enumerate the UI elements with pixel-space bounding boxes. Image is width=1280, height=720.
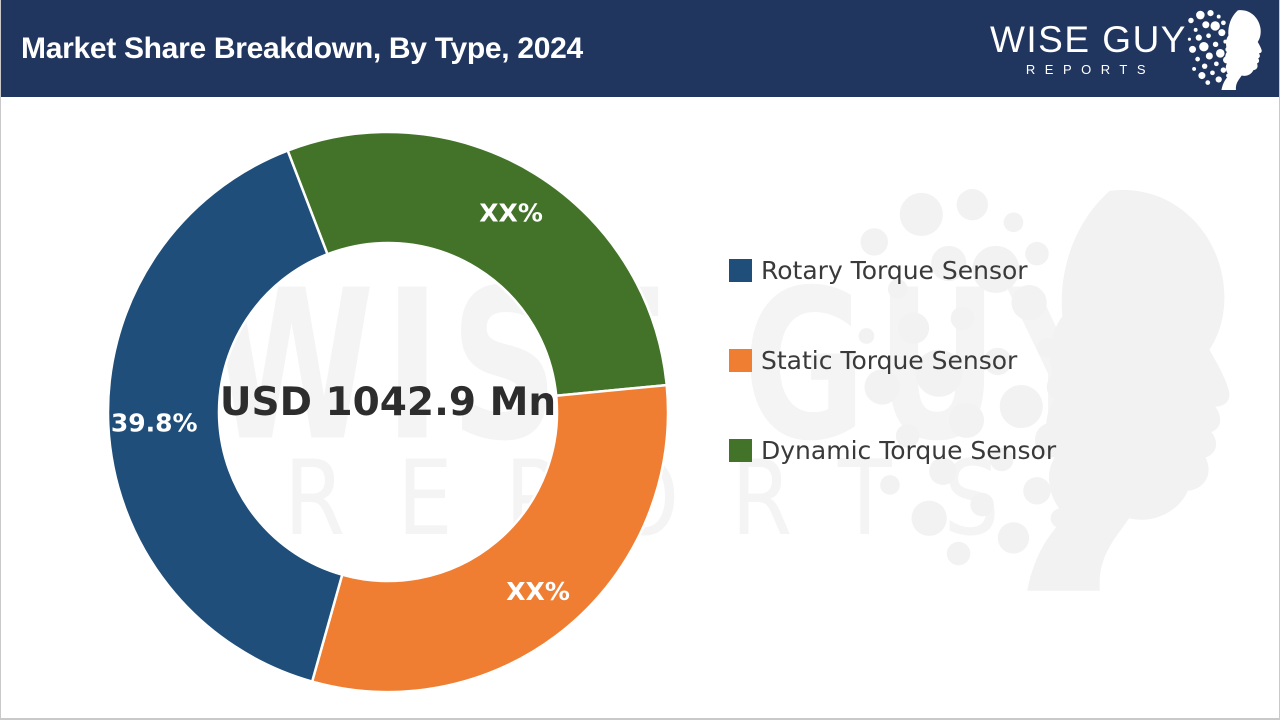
chart-canvas: WISE GUY REPORTS XX% XX% 39.8% USD 1042.9 … [1, 97, 1280, 720]
donut-segment-static-torque-sensor [310, 383, 670, 694]
header-bar: Market Share Breakdown, By Type, 2024 WI… [1, 0, 1279, 97]
legend-item-static: Static Torque Sensor [729, 345, 1056, 375]
legend-item-rotary: Rotary Torque Sensor [729, 255, 1056, 285]
legend-swatch-rotary [729, 258, 752, 282]
legend-label-rotary: Rotary Torque Sensor [761, 255, 1028, 285]
chart-legend: Rotary Torque Sensor Static Torque Senso… [729, 255, 1057, 465]
legend-label-static: Static Torque Sensor [761, 345, 1018, 375]
page-title: Market Share Breakdown, By Type, 2024 [21, 31, 583, 65]
logo-face-icon [1187, 9, 1262, 90]
brand-logo: WISE GUY REPORTS [990, 8, 1279, 90]
logo-subtext: REPORTS [1025, 62, 1156, 77]
legend-label-dynamic: Dynamic Torque Sensor [761, 435, 1057, 465]
donut-chart: XX% XX% 39.8% [106, 130, 670, 694]
segment-percent-label-rotary-torque-sensor: 39.8% [111, 408, 198, 437]
legend-item-dynamic: Dynamic Torque Sensor [729, 435, 1057, 465]
donut-segment-rotary-torque-sensor [106, 149, 344, 683]
legend-swatch-static [729, 348, 752, 372]
segment-percent-label-dynamic-torque-sensor: XX% [479, 199, 543, 228]
legend-swatch-dynamic [729, 438, 752, 462]
center-value-label: USD 1042.9 Mn [219, 380, 557, 425]
segment-percent-label-static-torque-sensor: XX% [506, 577, 570, 606]
logo-wordmark: WISE GUY REPORTS [989, 19, 1187, 78]
logo-wordmark-text: WISE GUY [989, 19, 1187, 60]
donut-segment-dynamic-torque-sensor [286, 130, 668, 397]
